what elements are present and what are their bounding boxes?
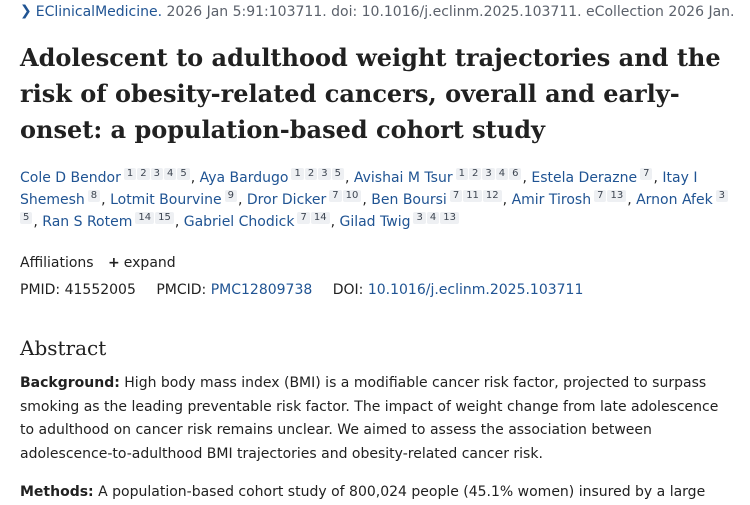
- author-link[interactable]: Cole D Bendor: [20, 170, 121, 186]
- author-link[interactable]: Lotmit Bourvine: [110, 192, 222, 208]
- affiliation-ref-badge[interactable]: 1: [455, 168, 468, 180]
- affiliation-ref-badge[interactable]: 2: [468, 168, 482, 180]
- author-separator: ,: [190, 170, 200, 186]
- abstract-heading: Abstract: [20, 336, 107, 360]
- chevron-right-icon[interactable]: ❯: [20, 3, 32, 19]
- pmid-label: PMID:: [20, 282, 61, 298]
- author-link[interactable]: Arnon Afek: [636, 192, 713, 208]
- abstract-background: Background: High body mass index (BMI) i…: [20, 372, 732, 466]
- affiliation-ref-badge[interactable]: 7: [594, 190, 607, 202]
- author-separator: ,: [653, 170, 663, 186]
- doi-link[interactable]: 10.1016/j.eclinm.2025.103711: [367, 282, 584, 298]
- affiliation-refs: 7 10: [329, 190, 362, 208]
- affiliation-ref-badge[interactable]: 5: [20, 212, 33, 224]
- author-link[interactable]: Ben Boursi: [371, 192, 447, 208]
- expand-affiliations-button[interactable]: + expand: [108, 255, 176, 271]
- affiliation-ref-badge[interactable]: 5: [331, 168, 344, 180]
- author-separator: ,: [174, 214, 184, 230]
- affiliation-ref-badge[interactable]: 4: [163, 168, 177, 180]
- affiliation-ref-badge[interactable]: 7: [297, 212, 310, 224]
- author-separator: ,: [238, 192, 247, 208]
- affiliation-ref-badge[interactable]: 3: [413, 212, 426, 224]
- author-link[interactable]: Gabriel Chodick: [183, 214, 295, 230]
- affiliation-refs: 14 15: [135, 212, 174, 230]
- background-text: High body mass index (BMI) is a modifiab…: [20, 375, 719, 462]
- author-separator: ,: [344, 170, 354, 186]
- affiliation-refs: 8: [87, 190, 101, 208]
- author-separator: ,: [101, 192, 111, 208]
- affiliation-ref-badge[interactable]: 3: [318, 168, 331, 180]
- affiliation-refs: 7 14: [297, 212, 330, 230]
- methods-label: Methods:: [20, 484, 94, 500]
- author-link[interactable]: Estela Derazne: [531, 170, 638, 186]
- affiliation-refs: 7: [640, 168, 653, 186]
- affiliation-ref-badge[interactable]: 1: [123, 168, 137, 180]
- affiliation-ref-badge[interactable]: 2: [304, 168, 318, 180]
- affiliation-ref-badge[interactable]: 4: [495, 168, 509, 180]
- affiliation-ref-badge[interactable]: 3: [150, 168, 163, 180]
- author-separator: ,: [330, 214, 340, 230]
- affiliation-ref-badge[interactable]: 8: [87, 190, 101, 202]
- expand-label: expand: [123, 255, 176, 271]
- doi-label: DOI:: [332, 282, 364, 298]
- author-separator: ,: [33, 214, 43, 230]
- affiliation-refs: 9: [224, 190, 238, 208]
- affiliation-ref-badge[interactable]: 9: [224, 190, 237, 202]
- author-link[interactable]: Avishai M Tsur: [353, 170, 453, 186]
- identifiers-row: PMID: 41552005 PMCID: PMC12809738 DOI: 1…: [20, 280, 583, 300]
- affiliation-ref-badge[interactable]: 6: [509, 168, 522, 180]
- methods-text: A population-based cohort study of 800,0…: [98, 484, 706, 500]
- affiliation-ref-badge[interactable]: 4: [426, 212, 440, 224]
- affiliation-ref-badge[interactable]: 7: [329, 190, 342, 202]
- author-link[interactable]: Dror Dicker: [246, 192, 327, 208]
- affiliation-ref-badge[interactable]: 11: [463, 190, 482, 202]
- background-label: Background:: [20, 375, 120, 391]
- affiliation-ref-badge[interactable]: 14: [310, 212, 330, 224]
- affiliation-ref-badge[interactable]: 13: [440, 212, 459, 224]
- pmid-value: 41552005: [64, 282, 136, 298]
- affiliation-ref-badge[interactable]: 7: [640, 168, 653, 180]
- pmcid-link[interactable]: PMC12809738: [210, 282, 313, 298]
- affiliation-ref-badge[interactable]: 13: [607, 190, 627, 202]
- abstract-methods: Methods: A population-based cohort study…: [20, 481, 732, 505]
- affiliation-refs: 7 13: [594, 190, 627, 208]
- affiliation-ref-badge[interactable]: 3: [715, 190, 729, 202]
- affiliation-ref-badge[interactable]: 15: [155, 212, 174, 224]
- citation-details: 2026 Jan 5:91:103711. doi: 10.1016/j.ecl…: [162, 4, 735, 20]
- author-list: Cole D Bendor 1 2 3 4 5, Aya Bardugo 1 2 3 5, Avi…: [20, 167, 730, 233]
- journal-link[interactable]: EClinicalMedicine.: [35, 4, 163, 20]
- affiliation-ref-badge[interactable]: 1: [291, 168, 304, 180]
- affiliation-ref-badge[interactable]: 5: [177, 168, 190, 180]
- article-title: Adolescent to adulthood weight trajector…: [20, 43, 721, 144]
- author-separator: ,: [522, 170, 532, 186]
- author-link[interactable]: Gilad Twig: [339, 214, 411, 230]
- affiliation-ref-badge[interactable]: 7: [449, 190, 463, 202]
- affiliation-ref-badge[interactable]: 14: [135, 212, 155, 224]
- affiliation-refs: 3 4 13: [413, 212, 459, 230]
- affiliation-ref-badge[interactable]: 10: [342, 190, 362, 202]
- author-separator: ,: [502, 192, 512, 208]
- affiliation-refs: 35: [20, 190, 729, 230]
- pmcid-label: PMCID:: [156, 282, 207, 298]
- affiliation-ref-badge[interactable]: 3: [482, 168, 495, 180]
- plus-icon: +: [108, 255, 120, 271]
- affiliation-refs: 7 11 12: [449, 190, 503, 208]
- author-link[interactable]: Itay I Shemesh: [20, 170, 698, 208]
- affiliation-ref-badge[interactable]: 12: [482, 190, 502, 202]
- affiliations-row: Affiliations + expand: [20, 253, 176, 273]
- affiliation-ref-badge[interactable]: 2: [137, 168, 150, 180]
- author-separator: ,: [362, 192, 372, 208]
- author-separator: ,: [627, 192, 637, 208]
- citation-line: ❯ EClinicalMedicine. 2026 Jan 5:91:103711…: [20, 2, 740, 22]
- author-link[interactable]: Ran S Rotem: [42, 214, 133, 230]
- affiliations-label: Affiliations: [20, 255, 94, 271]
- author-link[interactable]: Aya Bardugo: [199, 170, 289, 186]
- author-link[interactable]: Amir Tirosh: [511, 192, 592, 208]
